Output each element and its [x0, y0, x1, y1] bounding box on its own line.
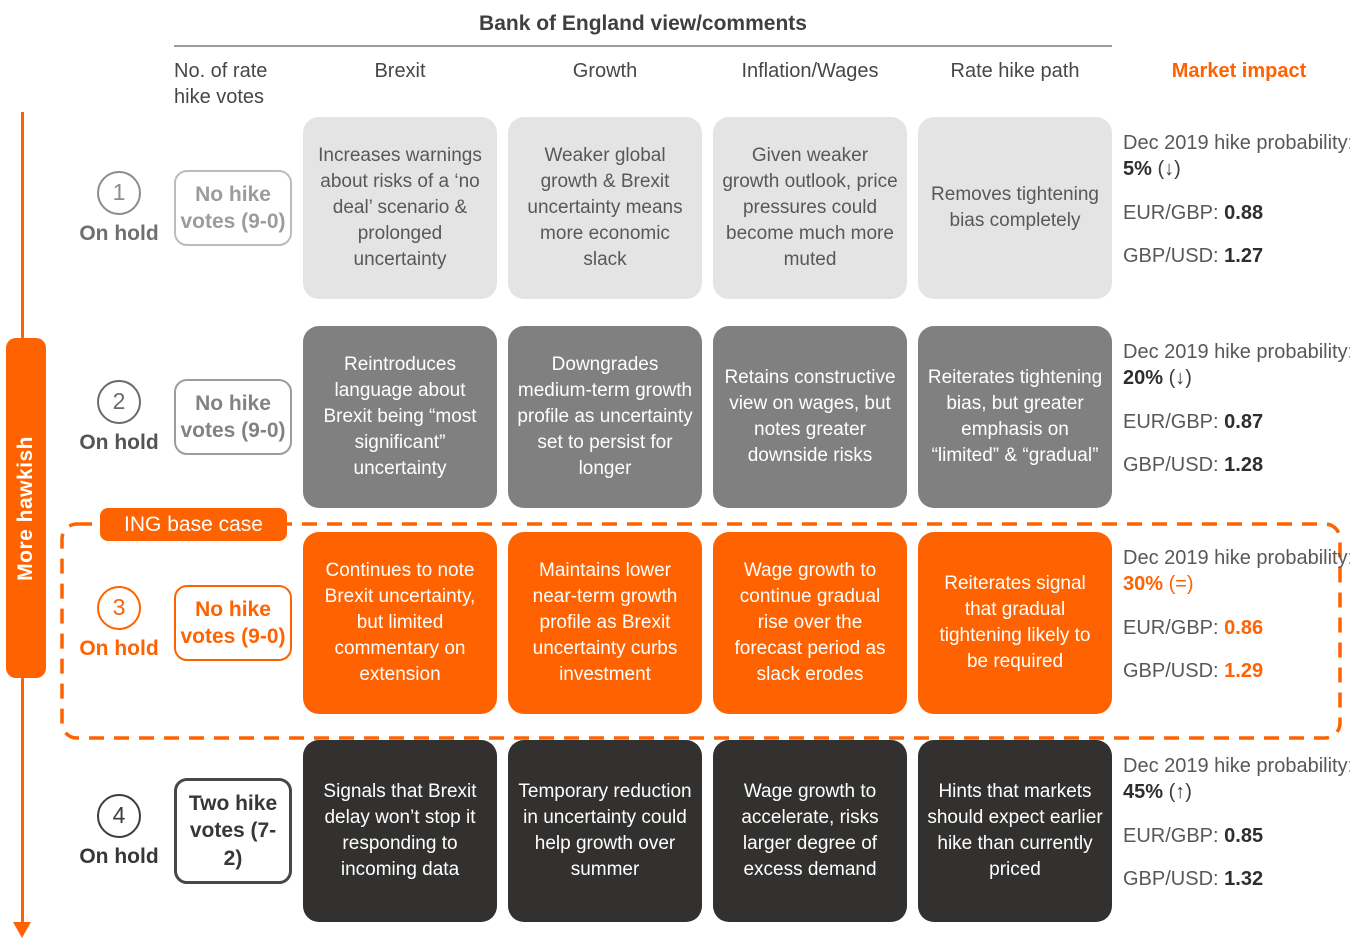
direction-equal-icon: (=): [1168, 573, 1194, 596]
cell-rate-path-row-2: Reiterates tightening bias, but greater …: [918, 326, 1112, 508]
cell-rate-path-row-4: Hints that markets should expect earlier…: [918, 740, 1112, 922]
scenario-number-block: 4 On hold: [75, 740, 163, 922]
column-headers: No. of rate hike votes Brexit Growth Inf…: [75, 58, 1350, 110]
down-arrow-icon: [13, 922, 31, 938]
scenario-number-circle: 4: [97, 793, 141, 838]
cell-inflation-row-1: Given weaker growth outlook, price press…: [713, 117, 907, 299]
scenario-number-block: 1 On hold: [75, 117, 163, 299]
stance-label: On hold: [79, 636, 159, 660]
column-header-brexit: Brexit: [374, 60, 426, 82]
direction-arrow-icon: (↓): [1168, 367, 1192, 390]
base-case-badge: ING base case: [100, 508, 287, 541]
cell-brexit-row-4: Signals that Brexit delay won’t stop it …: [303, 740, 497, 922]
scenario-number-block: 2 On hold: [75, 326, 163, 508]
direction-arrow-icon: (↓): [1157, 158, 1181, 181]
hike-probability: Dec 2019 hike probability: 30% (=): [1123, 547, 1350, 596]
stance-label: On hold: [79, 221, 159, 245]
market-impact-row-3: Dec 2019 hike probability: 30% (=) EUR/G…: [1123, 532, 1350, 714]
scenario-number-circle: 2: [97, 379, 141, 424]
column-header-inflation: Inflation/Wages: [741, 60, 879, 82]
market-impact-row-4: Dec 2019 hike probability: 45% (↑) EUR/G…: [1123, 740, 1350, 922]
gbp-usd-rate: GBP/USD: 1.28: [1123, 454, 1264, 477]
cell-brexit-row-3: Continues to note Brexit uncertainty, bu…: [303, 532, 497, 714]
column-header-market-impact: Market impact: [1171, 60, 1307, 82]
stance-label: On hold: [79, 430, 159, 454]
direction-arrow-icon: (↑): [1168, 781, 1192, 804]
cell-rate-path-row-1: Removes tightening bias completely: [918, 117, 1112, 299]
hawkish-axis-pill: More hawkish: [6, 338, 46, 678]
hike-probability: Dec 2019 hike probability: 5% (↓): [1123, 132, 1350, 181]
cell-brexit-row-2: Reintroduces language about Brexit being…: [303, 326, 497, 508]
cell-brexit-row-1: Increases warnings about risks of a ‘no …: [303, 117, 497, 299]
scenario-number-circle: 1: [97, 170, 141, 215]
eur-gbp-rate: EUR/GBP: 0.88: [1123, 201, 1264, 224]
eur-gbp-rate: EUR/GBP: 0.86: [1123, 616, 1264, 639]
stance-label: On hold: [79, 844, 159, 868]
hike-probability: Dec 2019 hike probability: 20% (↓): [1123, 341, 1350, 390]
vote-box: No hike votes (9-0): [174, 584, 292, 662]
cell-inflation-row-4: Wage growth to accelerate, risks larger …: [713, 740, 907, 922]
gbp-usd-rate: GBP/USD: 1.32: [1123, 868, 1264, 891]
column-header-growth: Growth: [572, 60, 638, 82]
cell-rate-path-row-3: Reiterates signal that gradual tightenin…: [918, 532, 1112, 714]
column-header-votes: No. of rate hike votes: [174, 60, 268, 108]
vote-box: Two hike votes (7-2): [174, 778, 292, 884]
scenario-number-block: 3 On hold: [75, 532, 163, 714]
scenario-number-circle: 3: [97, 585, 141, 630]
market-impact-row-1: Dec 2019 hike probability: 5% (↓) EUR/GB…: [1123, 117, 1350, 299]
hawkish-axis-label: More hawkish: [14, 435, 37, 581]
cell-inflation-row-2: Retains constructive view on wages, but …: [713, 326, 907, 508]
page-title: Bank of England view/comments: [174, 12, 1112, 47]
eur-gbp-rate: EUR/GBP: 0.85: [1123, 824, 1264, 847]
gbp-usd-rate: GBP/USD: 1.27: [1123, 245, 1264, 268]
column-header-rate-path: Rate hike path: [950, 60, 1080, 82]
vote-box: No hike votes (9-0): [174, 378, 292, 456]
header: Bank of England view/comments: [75, 12, 1350, 47]
vote-box: No hike votes (9-0): [174, 169, 292, 247]
scenario-row-2: 2 On hold No hike votes (9-0) Reintroduc…: [75, 326, 1350, 508]
cell-inflation-row-3: Wage growth to continue gradual rise ove…: [713, 532, 907, 714]
scenario-row-1: 1 On hold No hike votes (9-0) Increases …: [75, 117, 1350, 299]
base-case-dashed-outline: [59, 521, 1343, 746]
eur-gbp-rate: EUR/GBP: 0.87: [1123, 410, 1264, 433]
market-impact-row-2: Dec 2019 hike probability: 20% (↓) EUR/G…: [1123, 326, 1350, 508]
scenario-row-4: 4 On hold Two hike votes (7-2) Signals t…: [75, 740, 1350, 922]
cell-growth-row-2: Downgrades medium-term growth profile as…: [508, 326, 702, 508]
cell-growth-row-3: Maintains lower near-term growth profile…: [508, 532, 702, 714]
gbp-usd-rate: GBP/USD: 1.29: [1123, 660, 1264, 683]
hike-probability: Dec 2019 hike probability: 45% (↑): [1123, 755, 1350, 804]
cell-growth-row-4: Temporary reduction in uncertainty could…: [508, 740, 702, 922]
scenario-row-3-base-case: 3 On hold No hike votes (9-0) Continues …: [75, 532, 1350, 714]
cell-growth-row-1: Weaker global growth & Brexit uncertaint…: [508, 117, 702, 299]
